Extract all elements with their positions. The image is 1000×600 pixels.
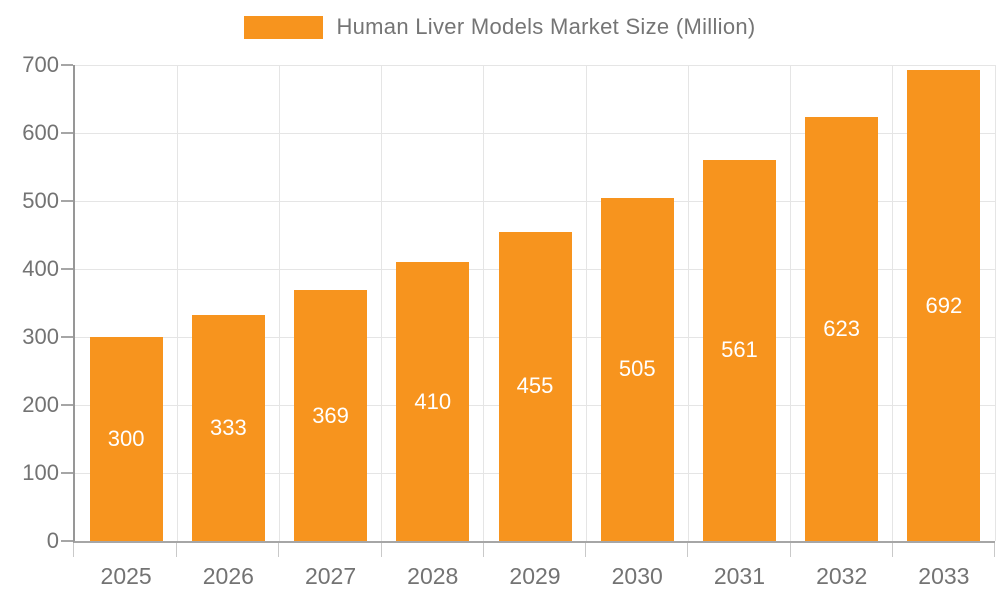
y-tick-mark-300 [61,336,73,338]
bar-2031: 561 [702,159,776,541]
v-gridline-2 [278,65,280,541]
bar-2027: 369 [294,290,368,541]
x-tick-label-2030: 2030 [611,563,663,589]
bar-2028: 410 [396,262,470,541]
x-tick-label-2027: 2027 [304,563,357,589]
y-tick-label-400: 400 [22,256,59,281]
bar-value-label: 692 [925,292,963,318]
y-tick-label-500: 500 [22,188,59,213]
legend-label: Human Liver Models Market Size (Million) [336,14,756,39]
x-tick-label-2032: 2032 [816,563,868,589]
bar-value-label: 333 [209,414,247,440]
bar-2026: 333 [191,314,265,541]
h-gridline-500 [75,200,995,202]
x-tick-mark-4 [482,543,484,557]
y-tick-mark-500 [61,200,73,202]
h-gridline-600 [75,132,995,134]
y-tick-label-0: 0 [46,528,59,553]
y-tick-label-700: 700 [22,52,59,77]
bar-value-label: 300 [107,426,145,451]
bar-value-label: 369 [312,402,349,428]
x-tick-mark-3 [380,543,382,557]
bar-2030: 505 [600,197,674,541]
v-gridline-6 [687,65,689,541]
x-tick-mark-7 [789,543,791,557]
v-gridline-3 [381,65,383,541]
bar-2032: 623 [805,117,879,541]
x-tick-label-2028: 2028 [407,563,459,589]
legend[interactable]: Human Liver Models Market Size (Million) [0,14,1000,40]
y-tick-label-600: 600 [22,120,59,145]
x-tick-label-2025: 2025 [100,563,152,589]
y-tick-mark-700 [61,64,73,66]
h-gridline-700 [75,64,995,66]
y-tick-label-100: 100 [22,460,59,485]
bar-value-label: 561 [721,337,758,363]
bar-2029: 455 [498,231,572,541]
x-tick-mark-0 [73,543,74,557]
y-tick-label-300: 300 [22,324,59,349]
x-tick-mark-8 [891,543,893,557]
plot-area: 300 333 369 410 455 505 561 623 692 [73,64,996,543]
x-tick-mark-2 [278,543,280,557]
bar-value-label: 505 [618,356,656,382]
bar-value-label: 410 [414,388,452,414]
x-tick-mark-9 [994,543,995,557]
v-gridline-7 [790,65,792,541]
x-tick-label-2031: 2031 [713,563,766,589]
y-tick-label-200: 200 [22,392,59,417]
x-tick-label-2033: 2033 [918,563,970,589]
x-tick-mark-1 [176,543,178,557]
bar-2025: 300 [89,337,163,541]
y-tick-mark-0 [61,540,73,542]
bar-2033: 692 [907,70,981,541]
bar-value-label: 455 [516,373,554,399]
x-tick-mark-6 [687,543,689,557]
y-tick-mark-100 [61,472,73,474]
y-tick-mark-400 [61,268,73,270]
x-tick-label-2029: 2029 [509,563,561,589]
legend-swatch [244,15,324,39]
bar-value-label: 623 [823,316,861,342]
y-tick-mark-200 [61,404,73,406]
x-tick-label-2026: 2026 [202,563,254,589]
v-gridline-9 [994,65,996,541]
y-tick-mark-600 [61,132,73,134]
v-gridline-5 [585,65,587,541]
x-tick-mark-5 [585,543,587,557]
v-gridline-8 [892,65,894,541]
v-gridline-1 [176,65,178,541]
v-gridline-4 [483,65,485,541]
